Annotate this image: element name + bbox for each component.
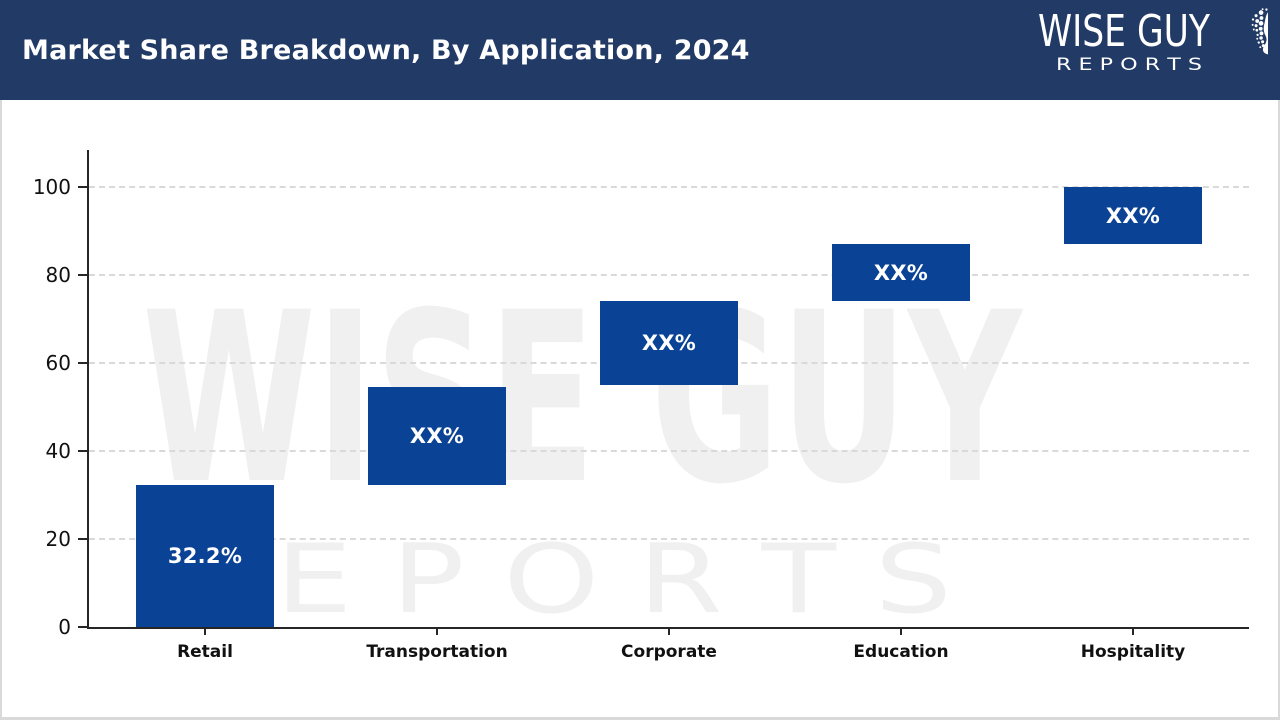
x-tick-mark-transportation xyxy=(436,627,438,635)
header-bar: Market Share Breakdown, By Application, … xyxy=(0,0,1280,100)
y-tick-label-60: 60 xyxy=(45,350,71,375)
x-tick-mark-education xyxy=(900,627,902,635)
y-tick-mark-100 xyxy=(78,185,87,188)
logo-wordmark-sub: R E P O R T S xyxy=(1056,55,1202,75)
x-tick-mark-hospitality xyxy=(1132,627,1134,635)
gridline-40 xyxy=(89,450,1249,452)
y-tick-mark-20 xyxy=(78,538,87,540)
bar-transportation: XX% xyxy=(368,386,506,486)
category-label-transportation: Transportation xyxy=(366,642,508,662)
y-tick-mark-40 xyxy=(78,450,87,452)
category-label-corporate: Corporate xyxy=(621,642,717,662)
y-tick-label-100: 100 xyxy=(32,174,71,199)
y-tick-label-20: 20 xyxy=(45,527,71,551)
bar-value-label-hospitality: XX% xyxy=(1105,203,1161,228)
page-title: Market Share Breakdown, By Application, … xyxy=(22,34,750,66)
category-label-hospitality: Hospitality xyxy=(1080,642,1186,662)
category-label-education: Education xyxy=(853,642,949,662)
logo-wordmark: WISE GUY xyxy=(1038,6,1210,57)
wiseguy-reports-logo: WISE GUY R E P O R T S xyxy=(1038,6,1268,75)
gridline-80 xyxy=(89,273,1249,276)
y-tick-label-0: 0 xyxy=(58,615,71,639)
category-label-retail: Retail xyxy=(177,642,233,662)
bar-hospitality: XX% xyxy=(1064,186,1202,245)
bar-education: XX% xyxy=(832,244,970,302)
plot-area: 0 20 40 60 80 100 32.2% Retail XX% Transportation… xyxy=(33,150,1249,662)
y-tick-label-80: 80 xyxy=(45,262,71,287)
bar-value-label-corporate: XX% xyxy=(641,331,697,356)
gridline-20 xyxy=(89,538,1249,540)
y-tick-label-40: 40 xyxy=(45,439,71,463)
gridline-100 xyxy=(89,185,1249,188)
bar-value-label-transportation: XX% xyxy=(409,424,465,449)
y-tick-mark-60 xyxy=(78,361,87,364)
y-tick-mark-0 xyxy=(78,626,87,628)
x-tick-mark-corporate xyxy=(668,627,670,635)
bar-value-label-education: XX% xyxy=(873,260,929,285)
bar-corporate: XX% xyxy=(600,301,738,386)
bar-retail: 32.2% xyxy=(136,485,274,627)
chart-card: WISE GUY R E P O R T S 0 20 40 60 80 100 32.2%… xyxy=(2,100,1278,717)
bar-value-label-retail: 32.2% xyxy=(167,544,243,569)
wiseguy-head-icon xyxy=(1252,8,1268,54)
x-tick-mark-retail xyxy=(204,627,206,635)
y-tick-mark-80 xyxy=(78,273,87,276)
